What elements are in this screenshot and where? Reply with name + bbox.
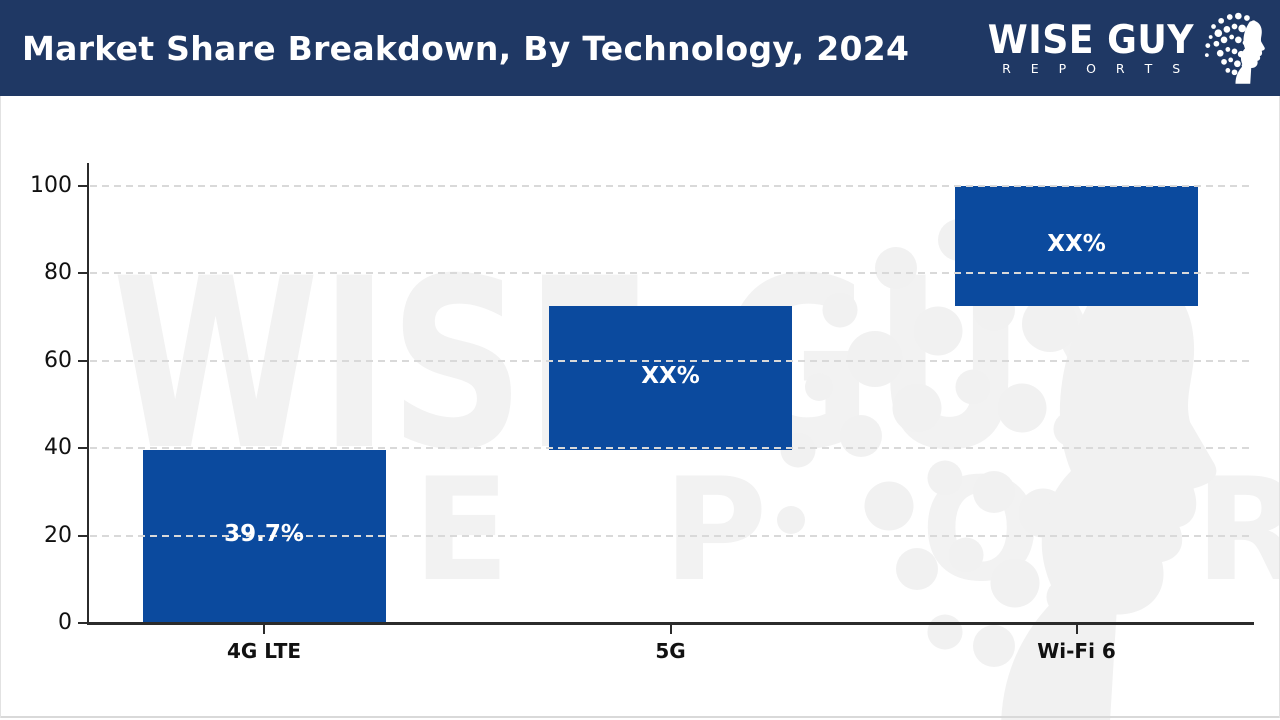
gridline <box>90 185 1253 187</box>
y-tick-mark <box>78 447 87 450</box>
watermark-face-profile <box>1001 268 1217 720</box>
y-axis-line <box>87 163 89 624</box>
gridline <box>90 447 1253 450</box>
y-tick-mark <box>78 622 87 624</box>
page-title: Market Share Breakdown, By Technology, 2… <box>22 28 910 68</box>
bar <box>955 186 1198 307</box>
left-edge-line <box>0 96 1 718</box>
bar-value-label: XX% <box>1047 231 1106 258</box>
x-axis-line <box>87 622 1254 625</box>
x-category-label: Wi-Fi 6 <box>1037 639 1116 663</box>
bar <box>549 306 792 450</box>
y-tick-mark <box>78 534 87 537</box>
y-tick-mark <box>78 272 87 275</box>
logo-wordmark-line1: WISE GUY <box>987 17 1195 63</box>
gridline <box>90 534 1253 537</box>
x-category-label: 5G <box>655 639 686 663</box>
y-tick-label: 20 <box>44 522 72 548</box>
face-profile <box>1235 20 1265 84</box>
gridline <box>90 272 1253 275</box>
gridline <box>90 359 1253 362</box>
header-bar: Market Share Breakdown, By Technology, 2… <box>0 0 1280 96</box>
bottom-edge-line <box>0 716 1280 718</box>
y-tick-label: 40 <box>44 435 72 461</box>
bar-value-label: 39.7% <box>224 521 304 548</box>
y-tick-mark <box>78 359 87 362</box>
wiseguy-face-icon <box>1204 12 1265 84</box>
wiseguy-logo: WISE GUY R E P O R T S <box>980 11 1280 85</box>
x-tick-mark <box>669 625 672 634</box>
y-tick-label: 60 <box>44 347 72 373</box>
bar-value-label: XX% <box>641 362 700 389</box>
y-tick-label: 0 <box>58 610 72 635</box>
y-tick-mark <box>78 185 87 187</box>
x-category-label: 4G LTE <box>226 639 302 663</box>
logo-wordmark: WISE GUY R E P O R T S <box>980 21 1202 76</box>
x-tick-mark <box>1075 625 1078 634</box>
y-tick-label: 80 <box>44 260 72 286</box>
y-tick-label: 100 <box>30 173 72 198</box>
logo-wordmark-line2: R E P O R T S <box>1002 60 1189 76</box>
x-tick-mark <box>263 625 265 634</box>
